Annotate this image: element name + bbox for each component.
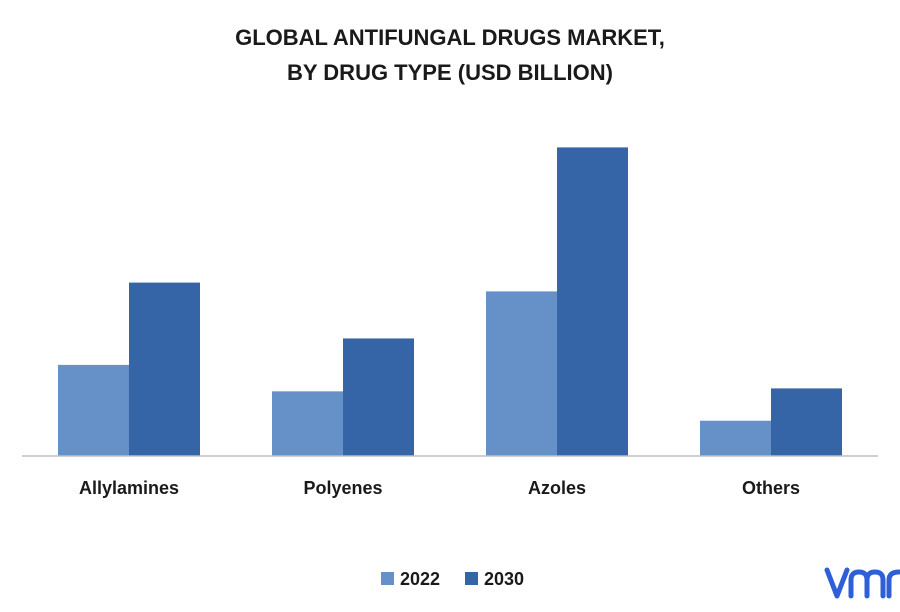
bar-azoles-2030	[557, 147, 628, 457]
bar-others-2022	[700, 420, 771, 456]
legend-label-2030: 2030	[484, 569, 524, 589]
legend-swatch-2022	[381, 572, 394, 585]
bar-azoles-2022	[486, 291, 557, 456]
category-label-allylamines: Allylamines	[79, 478, 179, 498]
category-labels: Allylamines Polyenes Azoles Others	[79, 478, 800, 498]
category-label-polyenes: Polyenes	[303, 478, 382, 498]
bar-allylamines-2022	[58, 364, 129, 456]
bar-allylamines-2030	[129, 282, 200, 456]
category-label-azoles: Azoles	[528, 478, 586, 498]
bar-polyenes-2022	[272, 391, 343, 456]
vmr-logo	[824, 567, 900, 599]
chart-title-line-1: GLOBAL ANTIFUNGAL DRUGS MARKET,	[235, 25, 665, 50]
bar-polyenes-2030	[343, 338, 414, 456]
legend: 2022 2030	[381, 569, 524, 589]
bars	[58, 147, 842, 457]
legend-label-2022: 2022	[400, 569, 440, 589]
category-label-others: Others	[742, 478, 800, 498]
bar-others-2030	[771, 388, 842, 456]
chart-title: GLOBAL ANTIFUNGAL DRUGS MARKET, BY DRUG …	[235, 25, 665, 85]
chart-title-line-2: BY DRUG TYPE (USD BILLION)	[287, 60, 613, 85]
legend-swatch-2030	[465, 572, 478, 585]
vmr-logo-mark	[824, 567, 900, 599]
